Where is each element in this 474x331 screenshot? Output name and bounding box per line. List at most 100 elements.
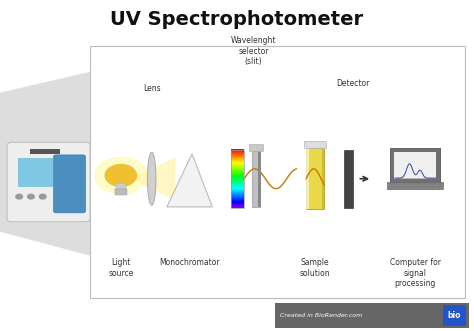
Bar [231,163,244,164]
Bar [231,205,244,206]
Text: Lens: Lens [143,84,161,93]
Bar [306,148,324,209]
Bar [231,189,244,190]
Polygon shape [167,154,212,207]
Bar [231,160,244,161]
Bar [116,183,126,189]
Bar [344,150,353,208]
Bar [30,149,60,154]
Bar [231,199,244,200]
Bar [231,183,244,184]
Bar [231,176,244,178]
Bar [231,179,244,181]
Bar [275,303,469,328]
Bar [231,161,244,162]
Bar [231,194,244,195]
Bar [231,174,244,176]
FancyBboxPatch shape [90,46,465,298]
Bar [231,156,244,158]
Circle shape [105,165,137,186]
Bar [231,182,244,184]
Bar [231,185,244,186]
Bar [231,195,244,196]
Bar [231,207,244,208]
Text: Sample
solution: Sample solution [300,258,330,278]
Bar [231,158,244,160]
FancyBboxPatch shape [18,158,52,186]
Circle shape [27,194,34,199]
Text: Monochromator: Monochromator [159,258,220,267]
Bar [231,178,244,180]
Bar [231,154,244,156]
Bar [231,152,244,154]
Bar [231,198,244,199]
Bar [115,189,127,195]
Text: UV Spectrophotometer: UV Spectrophotometer [110,10,364,29]
Circle shape [16,194,22,199]
Bar [231,150,244,208]
Bar [231,188,244,189]
Text: Computer for
signal
processing: Computer for signal processing [390,258,441,288]
Text: Light
source: Light source [108,258,134,278]
FancyBboxPatch shape [390,148,440,183]
Bar [231,175,244,177]
Bar [231,172,244,173]
Bar [304,141,326,148]
FancyBboxPatch shape [54,155,85,213]
Bar [231,155,244,157]
Circle shape [95,157,147,194]
Text: Created in BioRender.com: Created in BioRender.com [280,313,362,318]
Bar [231,164,244,165]
Bar [231,186,244,187]
Bar [231,202,244,203]
Bar [231,201,244,202]
FancyBboxPatch shape [7,142,90,222]
Bar [231,165,244,166]
Bar [231,151,244,153]
Ellipse shape [147,152,156,205]
Bar [231,166,244,167]
Bar [322,148,324,209]
Bar [231,168,244,169]
Bar [231,173,244,175]
Bar [231,177,244,179]
Bar [231,206,244,207]
Bar [231,181,244,183]
Bar [231,184,244,185]
Bar [231,180,244,182]
Bar [231,196,244,197]
Polygon shape [137,157,175,200]
Bar [231,200,244,201]
Bar [231,191,244,192]
Polygon shape [0,70,100,258]
Bar [258,151,261,207]
Bar [387,182,443,189]
Bar [231,203,244,204]
Text: Wavelenght
selector
(slit): Wavelenght selector (slit) [231,36,276,66]
Bar [249,144,263,151]
Bar [252,151,260,207]
Bar [394,152,436,179]
Bar [231,159,244,161]
Bar [231,162,244,163]
Bar [231,187,244,188]
Bar [306,148,309,209]
Bar [231,153,244,155]
Bar [231,197,244,198]
Bar [231,157,244,159]
Bar [231,171,244,172]
Circle shape [39,194,46,199]
Bar [231,167,244,168]
Bar [443,305,466,326]
Bar [231,170,244,171]
Bar [231,150,244,151]
Bar [231,190,244,191]
Bar [231,169,244,170]
Bar [231,192,244,193]
Text: bio: bio [448,311,461,320]
Text: Detector: Detector [337,79,370,88]
Bar [231,204,244,205]
Bar [231,150,244,152]
Bar [231,173,244,174]
Bar [231,193,244,194]
